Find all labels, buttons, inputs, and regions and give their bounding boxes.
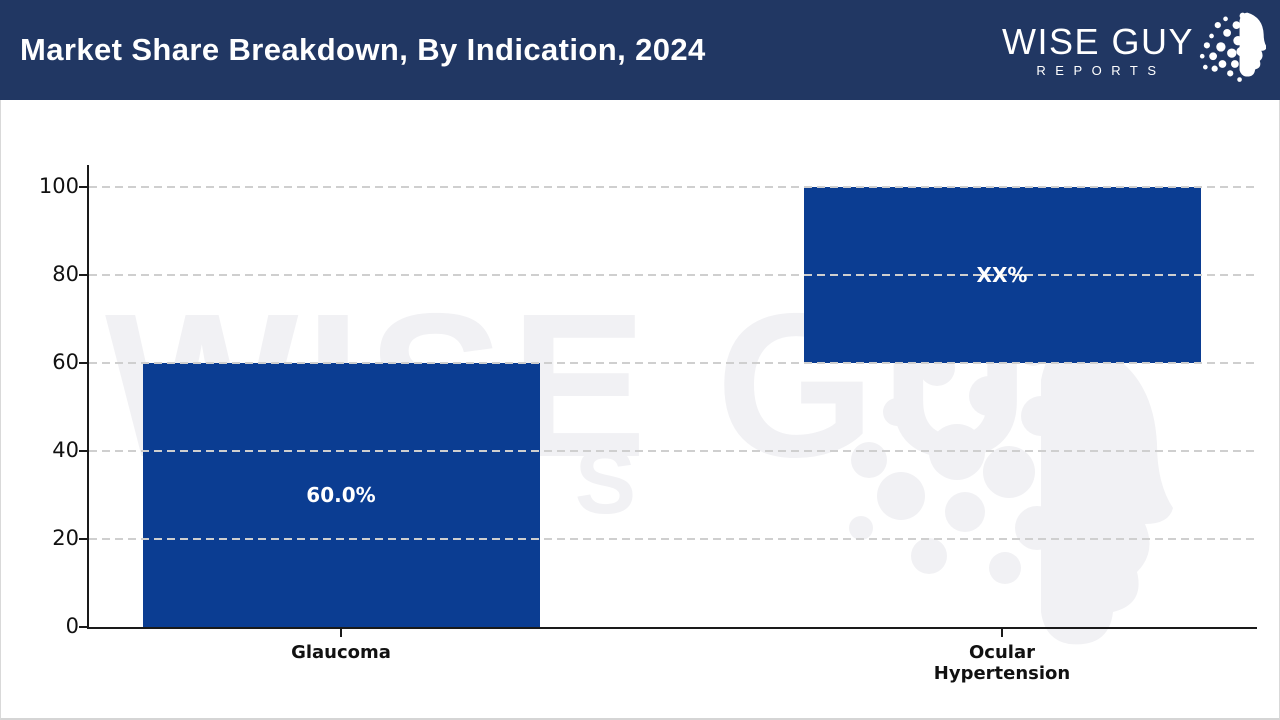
y-tick-mark — [79, 186, 87, 188]
y-tick-label: 0 — [65, 614, 79, 638]
logo-brand-subtitle: REPORTS — [1036, 62, 1166, 78]
gridline — [89, 450, 1257, 452]
y-tick-mark — [79, 538, 87, 540]
y-tick-mark — [79, 274, 87, 276]
watermark-face-icon — [849, 338, 1173, 645]
chart-bar — [142, 363, 540, 627]
chart-title: Market Share Breakdown, By Indication, 2… — [20, 32, 706, 67]
y-tick-label: 20 — [52, 526, 79, 550]
y-tick-mark — [79, 450, 87, 452]
x-tick-mark — [1001, 629, 1003, 637]
y-tick-mark — [79, 626, 87, 628]
logo-brand-name: WISE GUY — [1001, 20, 1194, 62]
wiseguy-logo: WISE GUY REPORTS — [1002, 6, 1266, 94]
bar-value-label: 60.0% — [306, 483, 376, 507]
x-tick-mark — [340, 629, 342, 637]
x-category-label: Glaucoma — [291, 642, 391, 663]
y-axis-line — [87, 165, 89, 629]
y-tick-label: 80 — [52, 262, 79, 286]
gridline — [89, 362, 1257, 364]
chart-canvas: WISE GU R T S 020406080100GlaucomaOcular… — [0, 100, 1280, 720]
gridline — [89, 538, 1257, 540]
x-category-label: Ocular Hypertension — [933, 642, 1071, 685]
gridline — [89, 186, 1257, 188]
header-bar: Market Share Breakdown, By Indication, 2… — [0, 0, 1280, 100]
y-tick-label: 100 — [38, 174, 79, 198]
gridline — [89, 274, 1257, 276]
bar-value-label: XX% — [976, 263, 1028, 287]
wiseguy-face-icon — [1199, 12, 1266, 82]
x-axis-line — [87, 627, 1257, 629]
wiseguy-logo-text: WISE GUY REPORTS — [1001, 20, 1194, 78]
y-tick-mark — [79, 362, 87, 364]
y-tick-label: 40 — [52, 438, 79, 462]
y-tick-label: 60 — [52, 350, 79, 374]
